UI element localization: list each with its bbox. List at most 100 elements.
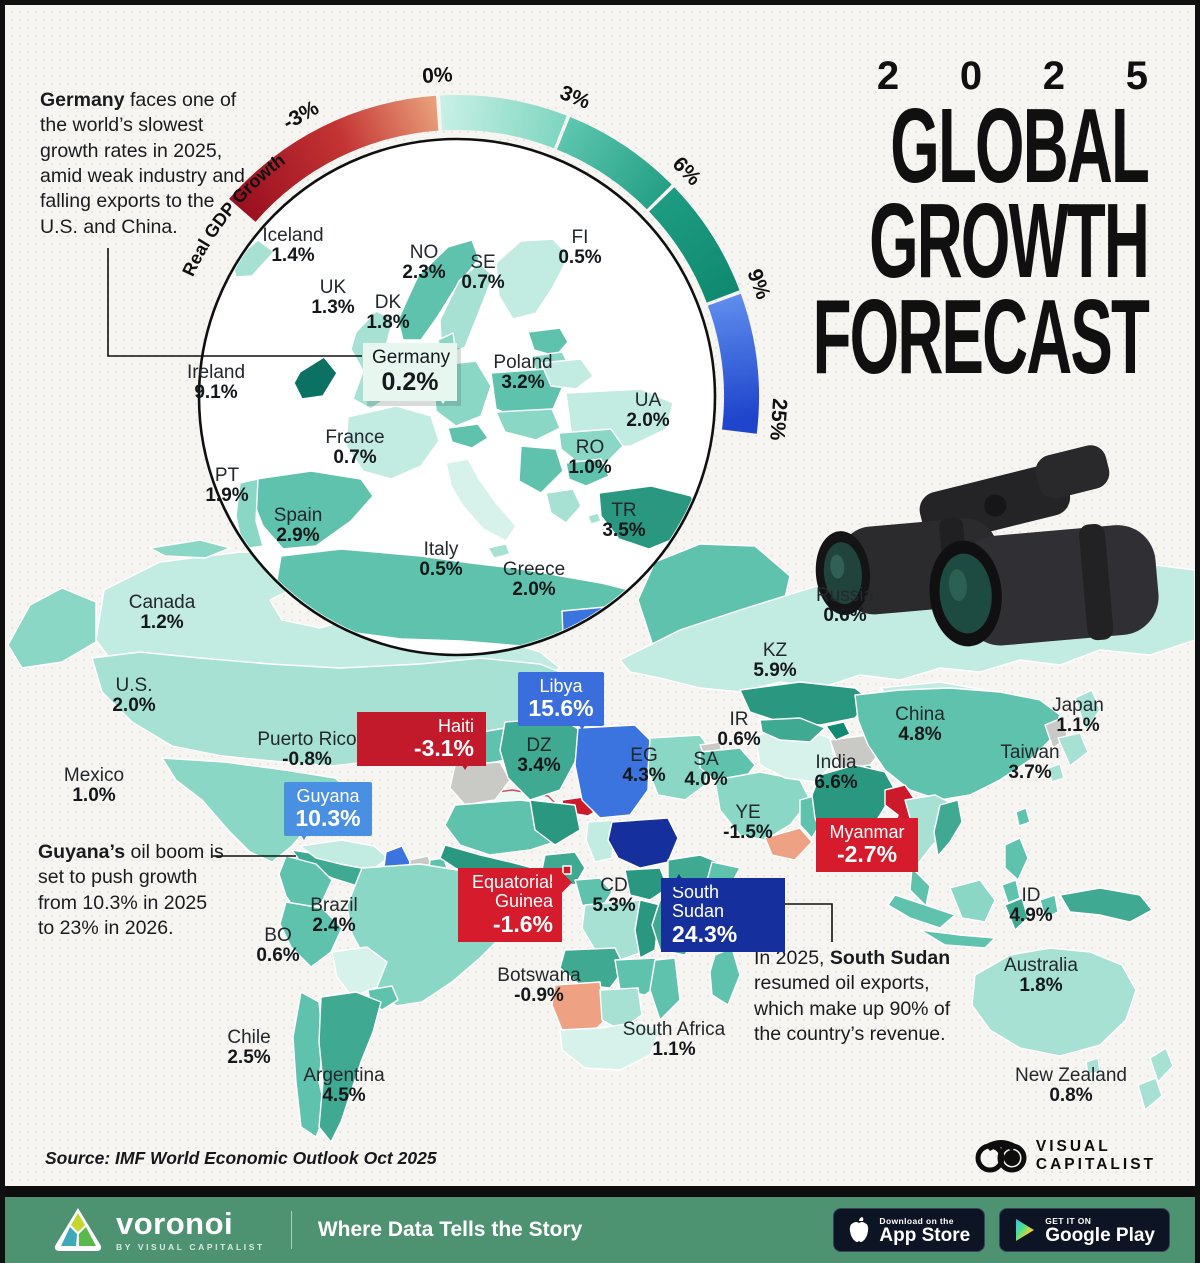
app-store-text: App Store bbox=[879, 1224, 971, 1246]
country-name: KZ bbox=[762, 640, 788, 661]
country-name: SE bbox=[470, 252, 496, 273]
map-label-brazil: Brazil 2.4% bbox=[310, 895, 358, 937]
south-sudan-annotation-text: resumed oil exports, which make up 90% o… bbox=[754, 972, 951, 1046]
map-label-new_zealand: New Zealand 0.8% bbox=[1015, 1065, 1127, 1107]
country-shape bbox=[562, 865, 572, 875]
country-shape bbox=[529, 799, 581, 846]
app-store-pre-text: Download on the bbox=[879, 1215, 954, 1226]
voronoi-byline: BY VISUAL CAPITALIST bbox=[116, 1242, 265, 1252]
country-value: -0.8% bbox=[282, 749, 332, 771]
map-label-cd: CD 5.3% bbox=[592, 875, 635, 917]
country-value: 9.1% bbox=[194, 382, 238, 404]
country-value: 0.5% bbox=[419, 559, 463, 581]
title-line-1: GLOBAL bbox=[890, 87, 1150, 205]
voronoi-logo-icon bbox=[54, 1208, 102, 1251]
country-name: Brazil bbox=[310, 895, 358, 916]
map-label-dk: DK 1.8% bbox=[366, 292, 409, 334]
callout-country-name: Haiti bbox=[437, 716, 474, 736]
country-value: -1.5% bbox=[723, 822, 773, 844]
map-label-ro: RO 1.0% bbox=[568, 437, 611, 479]
country-value: 1.9% bbox=[205, 485, 249, 507]
europe-country-shape bbox=[540, 358, 594, 390]
country-shape bbox=[739, 681, 871, 726]
country-value: 0.5% bbox=[558, 247, 602, 269]
country-name: NO bbox=[409, 242, 439, 263]
callout-libya: Libya 15.6% bbox=[518, 672, 604, 731]
europe-inset-outline bbox=[197, 137, 717, 657]
country-name: DK bbox=[374, 292, 402, 313]
map-label-bo: BO 0.6% bbox=[256, 925, 299, 967]
country-name: EG bbox=[630, 745, 658, 766]
europe-country-shape bbox=[231, 239, 275, 278]
map-label-ir: IR 0.6% bbox=[717, 709, 761, 751]
country-value: 2.0% bbox=[626, 410, 670, 432]
south-sudan-annotation: In 2025, South Sudan resumed oil exports… bbox=[754, 946, 972, 1047]
apple-icon bbox=[850, 1217, 869, 1242]
europe-country-shape bbox=[518, 445, 564, 494]
title-year: 2 0 2 5 bbox=[876, 54, 1173, 98]
google-play-pre-text: GET IT ON bbox=[1045, 1215, 1092, 1226]
country-value: 1.1% bbox=[652, 1039, 696, 1061]
map-label-uk: UK 1.3% bbox=[311, 277, 354, 319]
country-name: Chile bbox=[227, 1027, 271, 1048]
country-shape bbox=[887, 894, 956, 929]
country-shape bbox=[854, 687, 1061, 801]
country-name: UA bbox=[634, 390, 662, 411]
map-label-se: SE 0.7% bbox=[461, 252, 504, 294]
europe-country-shape bbox=[293, 356, 338, 400]
europe-inset-map bbox=[231, 238, 702, 653]
country-name: DZ bbox=[526, 735, 552, 756]
voronoi-wordmark: voronoi bbox=[116, 1206, 234, 1241]
country-shape bbox=[279, 901, 343, 968]
map-label-south_africa: South Africa 1.1% bbox=[623, 1019, 725, 1061]
map-label-japan: Japan 1.1% bbox=[1052, 695, 1104, 737]
europe-country-shape bbox=[495, 238, 570, 320]
europe-country-shape bbox=[445, 458, 517, 542]
europe-country-shape bbox=[565, 458, 610, 487]
callout-country-name: Equatorial Guinea bbox=[471, 872, 553, 912]
map-label-argentina: Argentina 4.5% bbox=[303, 1065, 384, 1107]
callout-guyana: Guyana 10.3% bbox=[284, 782, 372, 841]
europe-country-shape bbox=[587, 512, 602, 525]
callout-germany: Germany 0.2% bbox=[363, 343, 457, 404]
country-value: 4.5% bbox=[322, 1085, 366, 1107]
callout-country-value: -1.6% bbox=[492, 910, 553, 937]
map-label-ua: UA 2.0% bbox=[626, 390, 670, 432]
south-sudan-annotation-pre: In 2025, bbox=[754, 947, 830, 969]
country-shape bbox=[647, 734, 713, 801]
map-label-puerto_rico: Puerto Rico -0.8% bbox=[257, 729, 357, 771]
map-label-tr: TR 3.5% bbox=[602, 500, 645, 542]
country-value: 0.6% bbox=[717, 729, 761, 751]
callout-eq: Equatorial Guinea -1.6% bbox=[458, 868, 562, 942]
country-name: Greece bbox=[502, 559, 566, 580]
country-name: Poland bbox=[493, 352, 553, 373]
app-store-badge[interactable]: Download on the App Store bbox=[833, 1208, 986, 1252]
country-name: Puerto Rico bbox=[257, 729, 357, 750]
google-play-icon bbox=[1016, 1219, 1035, 1241]
callout-haiti: Haiti -3.1% bbox=[357, 712, 486, 771]
country-name: BO bbox=[264, 925, 292, 946]
country-value: 3.4% bbox=[517, 755, 561, 777]
annotation-connectors bbox=[107, 248, 833, 942]
country-name: New Zealand bbox=[1015, 1065, 1127, 1086]
country-name: Spain bbox=[273, 505, 323, 526]
map-label-ye: YE -1.5% bbox=[723, 802, 773, 844]
germany-connector bbox=[107, 248, 362, 357]
country-name: Japan bbox=[1052, 695, 1104, 716]
country-shape bbox=[1137, 1077, 1163, 1111]
map-label-id: ID 4.9% bbox=[1009, 885, 1052, 927]
map-label-chile: Chile 2.5% bbox=[227, 1027, 271, 1069]
country-shape bbox=[971, 947, 1137, 1057]
voronoi-brand: voronoi BY VISUAL CAPITALIST bbox=[52, 1206, 265, 1254]
country-value: -0.9% bbox=[514, 985, 564, 1007]
google-play-badge[interactable]: GET IT ON Google Play bbox=[999, 1208, 1170, 1252]
country-name: Canada bbox=[128, 592, 196, 613]
country-shape bbox=[149, 539, 231, 559]
country-shape bbox=[1085, 1057, 1101, 1075]
title-line-3: FORECAST bbox=[812, 277, 1150, 396]
callout-country-name: South Sudan bbox=[672, 882, 725, 922]
country-shape bbox=[299, 839, 389, 871]
country-name: Italy bbox=[423, 539, 459, 560]
country-value: 1.1% bbox=[1056, 715, 1100, 737]
country-value: 3.7% bbox=[1008, 762, 1052, 784]
